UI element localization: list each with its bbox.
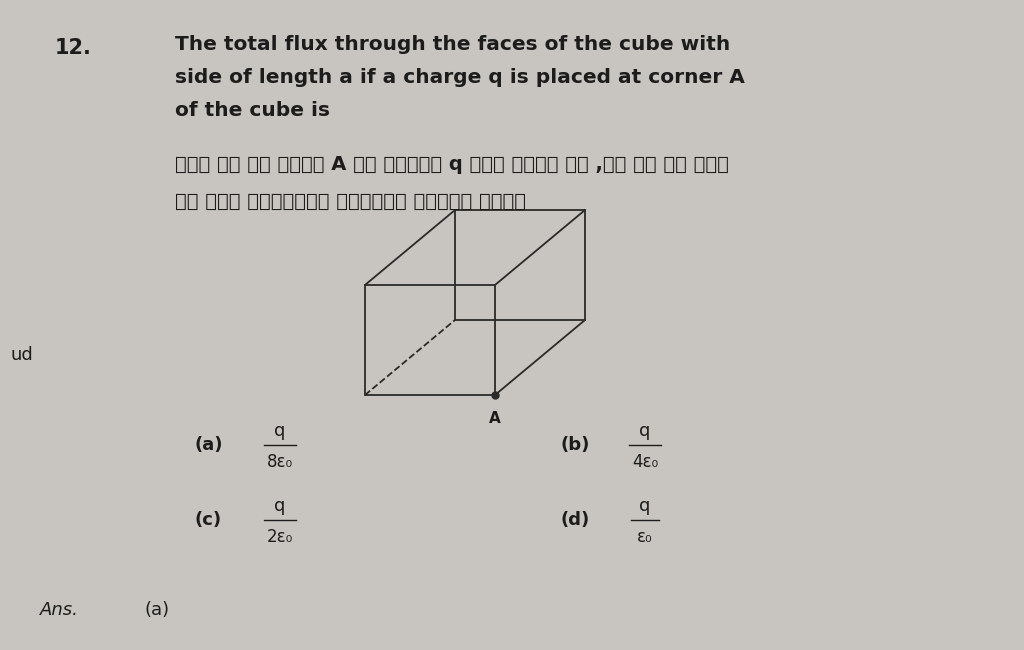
Text: (b): (b): [560, 436, 590, 454]
Text: 8ε₀: 8ε₀: [267, 453, 293, 471]
Text: of the cube is: of the cube is: [175, 101, 330, 120]
Text: 2ε₀: 2ε₀: [267, 528, 293, 546]
Text: से कुल विद्युत प्रवाह कितना होगा: से कुल विद्युत प्रवाह कितना होगा: [175, 192, 526, 211]
Text: ud: ud: [10, 346, 33, 364]
Text: ε₀: ε₀: [637, 528, 653, 546]
Text: q: q: [274, 422, 286, 440]
Text: (a): (a): [145, 601, 170, 619]
Text: q: q: [639, 497, 650, 515]
Text: 12.: 12.: [55, 38, 92, 58]
Text: A: A: [489, 411, 501, 426]
Text: (c): (c): [195, 511, 222, 529]
Text: Ans.: Ans.: [40, 601, 79, 619]
Text: यदि घन के कोने A पर चार्ज q रखा जाता है ,तो घन के फलक: यदि घन के कोने A पर चार्ज q रखा जाता है …: [175, 155, 729, 174]
Text: (a): (a): [195, 436, 223, 454]
Text: (d): (d): [560, 511, 589, 529]
Text: The total flux through the faces of the cube with: The total flux through the faces of the …: [175, 35, 730, 54]
Text: side of length a if a charge q is placed at corner A: side of length a if a charge q is placed…: [175, 68, 744, 87]
Text: q: q: [639, 422, 650, 440]
Text: q: q: [274, 497, 286, 515]
Text: 4ε₀: 4ε₀: [632, 453, 658, 471]
